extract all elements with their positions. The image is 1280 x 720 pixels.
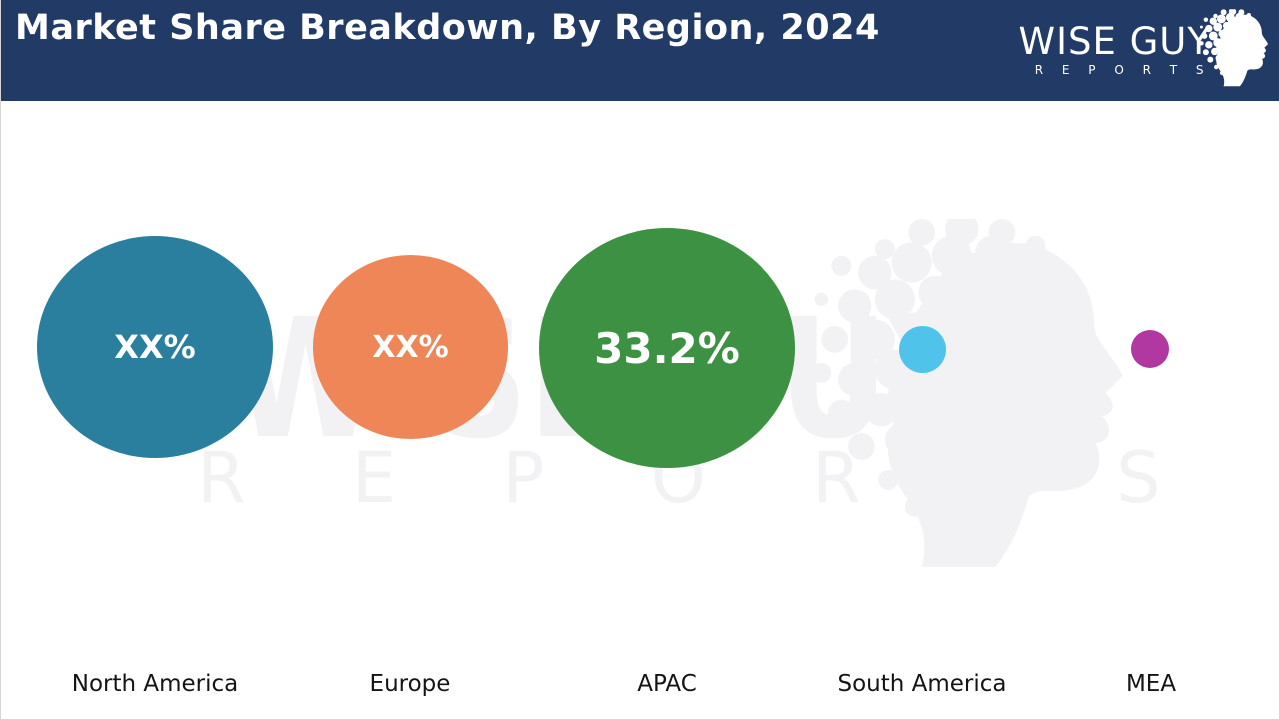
logo-brand-line1: WISE GUY bbox=[1018, 20, 1211, 64]
logo-brand-line2: R E P O R T S bbox=[1034, 62, 1211, 77]
category-label-south-america: South America bbox=[837, 671, 1007, 697]
bubble-apac: 33.2% bbox=[539, 228, 795, 468]
bubble-europe: XX% bbox=[313, 255, 508, 439]
bubble-value-label: XX% bbox=[372, 329, 449, 365]
header: Market Share Breakdown, By Region, 2024 … bbox=[1, 0, 1279, 101]
category-label-north-america: North America bbox=[71, 671, 239, 697]
bubble-value-label: XX% bbox=[114, 328, 196, 366]
page-title: Market Share Breakdown, By Region, 2024 bbox=[15, 8, 880, 48]
category-label-mea: MEA bbox=[1125, 671, 1177, 697]
bubble-value-label: 33.2% bbox=[594, 323, 740, 373]
category-label-apac: APAC bbox=[637, 671, 697, 697]
logo-wordmark: WISE GUY R E P O R T S bbox=[1018, 20, 1211, 77]
watermark-head-icon bbox=[801, 219, 1136, 587]
bubble-south-america bbox=[899, 326, 946, 373]
wiseguy-logo: WISE GUY R E P O R T S bbox=[1019, 4, 1271, 96]
category-label-europe: Europe bbox=[369, 671, 451, 697]
bubble-mea bbox=[1131, 330, 1169, 368]
bubble-north-america: XX% bbox=[37, 236, 273, 458]
